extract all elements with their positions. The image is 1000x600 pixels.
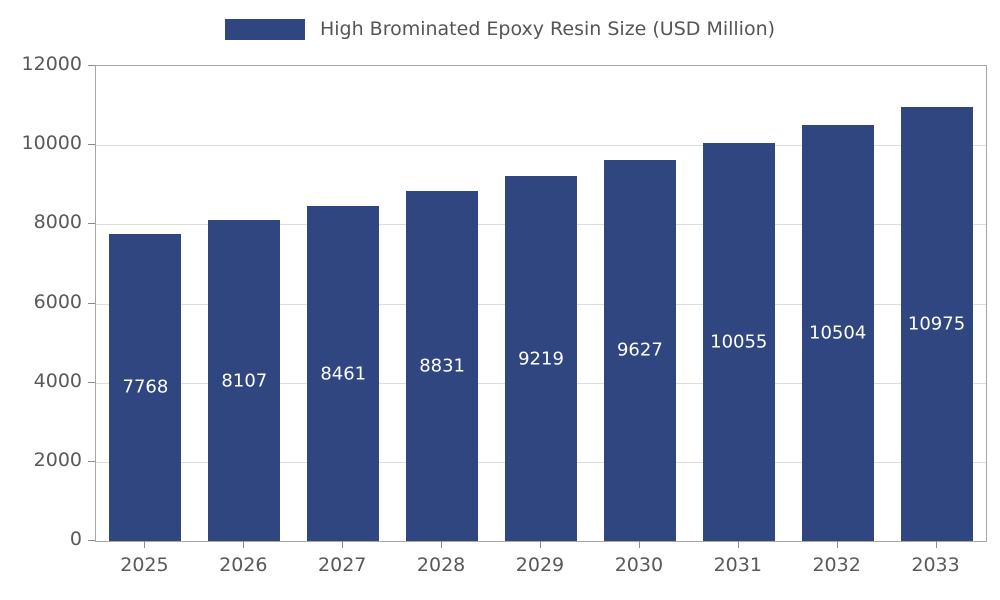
y-tick-label: 0 xyxy=(69,528,82,550)
x-tick-label: 2028 xyxy=(416,554,466,576)
y-tick-mark xyxy=(88,302,95,304)
x-tick-label: 2031 xyxy=(713,554,762,576)
bar-value-label: 10975 xyxy=(907,313,966,335)
y-tick-mark xyxy=(88,65,95,66)
bar-value-label: 7768 xyxy=(122,376,169,398)
chart-title: High Brominated Epoxy Resin Size (USD Mi… xyxy=(319,18,776,40)
chart-legend: High Brominated Epoxy Resin Size (USD Mi… xyxy=(0,18,1000,40)
plot-area: 7768 8107 8461 8831 9219 9627 10055 10504 10975 xyxy=(95,65,987,542)
bar-value-label: 10055 xyxy=(710,331,768,353)
bar: 8831 xyxy=(406,191,479,541)
bar-value-label: 9627 xyxy=(616,339,663,361)
x-tick-mark xyxy=(342,541,344,548)
y-tick-label: 10000 xyxy=(21,132,82,155)
bar: 9627 xyxy=(603,159,676,541)
x-tick-label: 2027 xyxy=(318,554,367,576)
bar-value-label: 8831 xyxy=(419,355,466,377)
bar-value-label: 8461 xyxy=(320,363,367,385)
y-tick-mark xyxy=(88,223,95,225)
x-tick-mark xyxy=(540,541,541,548)
bar-value-label: 8107 xyxy=(221,370,268,392)
y-tick-label: 2000 xyxy=(33,448,82,471)
bar: 10055 xyxy=(702,143,775,541)
y-tick-mark xyxy=(88,144,95,146)
y-tick-label: 12000 xyxy=(21,53,82,75)
bar: 10504 xyxy=(801,125,874,541)
y-tick-mark xyxy=(88,460,95,462)
x-tick-label: 2033 xyxy=(911,554,960,576)
bar-value-label: 9219 xyxy=(518,348,564,370)
y-tick-label: 6000 xyxy=(33,290,82,313)
x-tick-mark xyxy=(836,541,838,548)
x-tick-mark xyxy=(638,541,640,548)
y-tick-mark xyxy=(88,540,95,541)
y-tick-label: 4000 xyxy=(33,369,82,392)
bar: 7768 xyxy=(109,233,182,541)
x-tick-label: 2032 xyxy=(812,554,861,576)
bar: 10975 xyxy=(900,106,973,541)
x-tick-mark xyxy=(441,541,443,548)
y-tick-label: 8000 xyxy=(33,211,82,234)
bar: 8461 xyxy=(307,206,380,541)
gridline xyxy=(96,145,986,147)
y-tick-mark xyxy=(88,381,95,383)
x-tick-mark xyxy=(935,541,937,548)
x-tick-label: 2029 xyxy=(515,554,565,576)
legend-swatch xyxy=(224,18,305,40)
x-tick-label: 2030 xyxy=(614,554,664,576)
x-tick-mark xyxy=(737,541,739,548)
bar: 8107 xyxy=(208,220,281,541)
bar: 9219 xyxy=(505,176,577,541)
x-tick-label: 2025 xyxy=(120,554,169,576)
x-tick-label: 2026 xyxy=(219,554,268,576)
bar-value-label: 10504 xyxy=(809,322,867,344)
x-tick-mark xyxy=(243,541,245,548)
x-tick-mark xyxy=(144,541,146,548)
